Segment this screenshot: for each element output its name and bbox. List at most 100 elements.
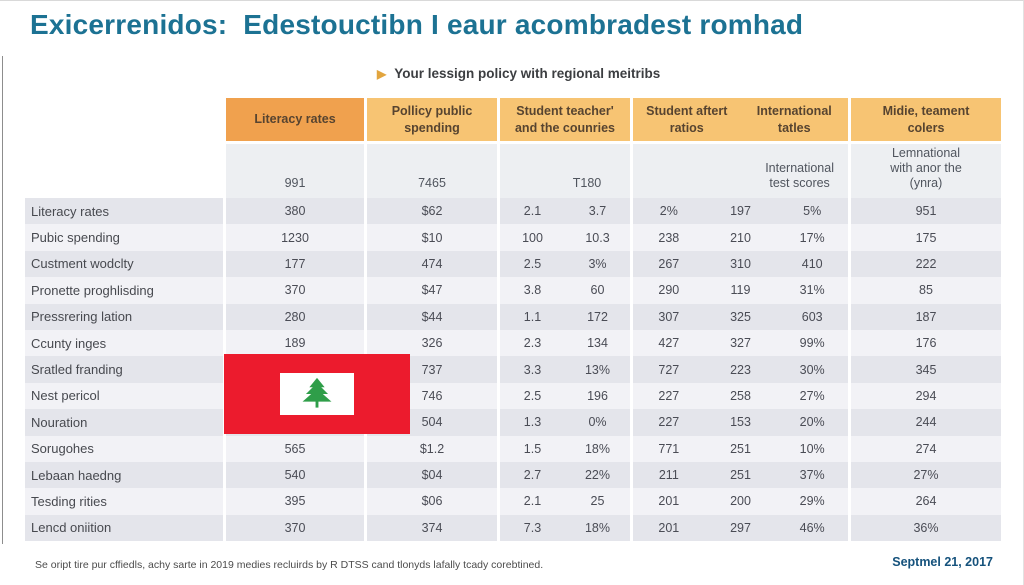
- cedar-tree-icon: [302, 377, 332, 408]
- cell-spending: 326: [367, 329, 497, 357]
- cell-ratios-international: 2% 197 5%: [633, 198, 848, 225]
- row-label: Sorugohes: [25, 435, 223, 462]
- cell-student-teacher: 2.5 3%: [500, 250, 630, 278]
- sub-value: 46%: [799, 520, 825, 535]
- row-label: Pubic spending: [25, 224, 223, 251]
- sub-value: 197: [730, 204, 751, 219]
- cell-midie-teament: 294: [851, 382, 1001, 410]
- cell-spending: $10: [367, 224, 497, 251]
- cell-spending: $04: [367, 461, 497, 489]
- col-header-ratios-international: Student aftert ratios International tatl…: [633, 98, 848, 144]
- col-header-literacy-rates: Literacy rates: [226, 98, 364, 144]
- cell-midie-teament: 274: [851, 435, 1001, 462]
- sub-value: 100: [522, 230, 543, 245]
- subheader-test-scores: International test scores: [633, 144, 848, 198]
- sub-value: 1.3: [523, 415, 542, 430]
- sub-value: 2.3: [523, 336, 542, 351]
- footer-date: Septmel 21, 2017: [892, 555, 993, 569]
- footer-note: Se oript tire pur cffiedls, achy sarte i…: [35, 559, 544, 571]
- sub-value: 2.1: [523, 204, 542, 219]
- cell-ratios-international: 427 327 99%: [633, 329, 848, 357]
- sub-value: 2%: [659, 204, 678, 219]
- row-label: Tesding rities: [25, 488, 223, 515]
- row-label: Lencd oniition: [25, 514, 223, 542]
- sub-value: 17%: [799, 230, 825, 245]
- sub-value: 5%: [803, 204, 822, 219]
- col-header-policy-spending: Pollicy public spending: [367, 98, 497, 144]
- cell-midie-teament: 951: [851, 198, 1001, 225]
- cell-student-teacher: 2.3 134: [500, 329, 630, 357]
- sub-value: 29%: [799, 494, 825, 509]
- sub-value: 10%: [799, 441, 825, 456]
- sub-value: 3.8: [523, 283, 542, 298]
- cell-midie-teament: 187: [851, 303, 1001, 330]
- page-title: Exicerrenidos: Edestouctibn I eaur acomb…: [30, 9, 804, 40]
- sub-value: 603: [801, 309, 823, 324]
- cell-literacy: 395: [226, 488, 364, 515]
- col-header-student-aftert: Student aftert ratios: [646, 104, 728, 135]
- sub-value: 18%: [584, 441, 611, 456]
- sub-value: 30%: [799, 362, 825, 377]
- sub-value: 153: [730, 415, 751, 430]
- row-label: Custment wodclty: [25, 250, 223, 278]
- cell-spending: 474: [367, 250, 497, 278]
- sub-value: 1.5: [523, 441, 542, 456]
- sub-value: 18%: [584, 520, 611, 535]
- cell-literacy: 280: [226, 303, 364, 330]
- cell-midie-teament: 264: [851, 488, 1001, 515]
- row-label: Pronette proghlisding: [25, 277, 223, 304]
- cell-literacy: 370: [226, 277, 364, 304]
- cell-student-teacher: 2.5 196: [500, 382, 630, 410]
- sub-value: 307: [658, 309, 680, 324]
- sub-value: 27%: [799, 388, 825, 403]
- sub-value: 99%: [799, 336, 825, 351]
- col-header-student-teacher: Student teacher' and the counries: [500, 98, 630, 144]
- sub-value: 201: [658, 520, 680, 535]
- cell-student-teacher: 1.5 18%: [500, 435, 630, 462]
- sub-value: 3%: [588, 256, 607, 271]
- flag-white-panel: [280, 373, 354, 415]
- col-header-midie-teament: Midie, teament colers: [851, 98, 1001, 144]
- cell-literacy: 540: [226, 461, 364, 489]
- sub-value: 10.3: [585, 230, 610, 245]
- sub-value: 251: [730, 468, 751, 483]
- cell-ratios-international: 211 251 37%: [633, 461, 848, 489]
- cell-midie-teament: 36%: [851, 514, 1001, 542]
- cell-ratios-international: 771 251 10%: [633, 435, 848, 462]
- sub-value: 227: [658, 415, 680, 430]
- lebanon-flag: [224, 354, 410, 434]
- cell-midie-teament: 85: [851, 277, 1001, 304]
- cell-student-teacher: 1.3 0%: [500, 409, 630, 436]
- data-table: Literacy rates Pollicy public spending S…: [25, 98, 1001, 542]
- subtitle: ▶ Your lessign policy with regional meit…: [377, 66, 660, 81]
- sub-value: 3.3: [523, 362, 542, 377]
- cell-student-teacher: 100 10.3: [500, 224, 630, 251]
- sub-value: 1.1: [523, 309, 542, 324]
- cell-literacy: 1230: [226, 224, 364, 251]
- cell-ratios-international: 727 223 30%: [633, 356, 848, 383]
- cell-student-teacher: 2.7 22%: [500, 461, 630, 489]
- cell-literacy: 565: [226, 435, 364, 462]
- cell-ratios-international: 227 258 27%: [633, 382, 848, 410]
- cell-student-teacher: 7.3 18%: [500, 514, 630, 542]
- cell-midie-teament: 244: [851, 409, 1001, 436]
- cell-ratios-international: 238 210 17%: [633, 224, 848, 251]
- sub-value: 223: [730, 362, 751, 377]
- cell-midie-teament: 175: [851, 224, 1001, 251]
- sub-value: 771: [658, 441, 680, 456]
- sub-value: 325: [730, 309, 751, 324]
- cell-ratios-international: 267 310 410: [633, 250, 848, 278]
- row-label: Lebaan haedng: [25, 461, 223, 489]
- sub-value: 327: [730, 336, 751, 351]
- cell-student-teacher: 3.3 13%: [500, 356, 630, 383]
- cell-literacy: 370: [226, 514, 364, 542]
- cell-spending: 374: [367, 514, 497, 542]
- cell-student-teacher: 2.1 25: [500, 488, 630, 515]
- sub-value: 227: [658, 388, 680, 403]
- sub-value: 20%: [799, 415, 825, 430]
- cell-spending: $62: [367, 198, 497, 225]
- sub-value: 310: [730, 256, 751, 271]
- sub-value: 37%: [799, 468, 825, 483]
- sub-value: 31%: [799, 283, 825, 298]
- cell-student-teacher: 2.1 3.7: [500, 198, 630, 225]
